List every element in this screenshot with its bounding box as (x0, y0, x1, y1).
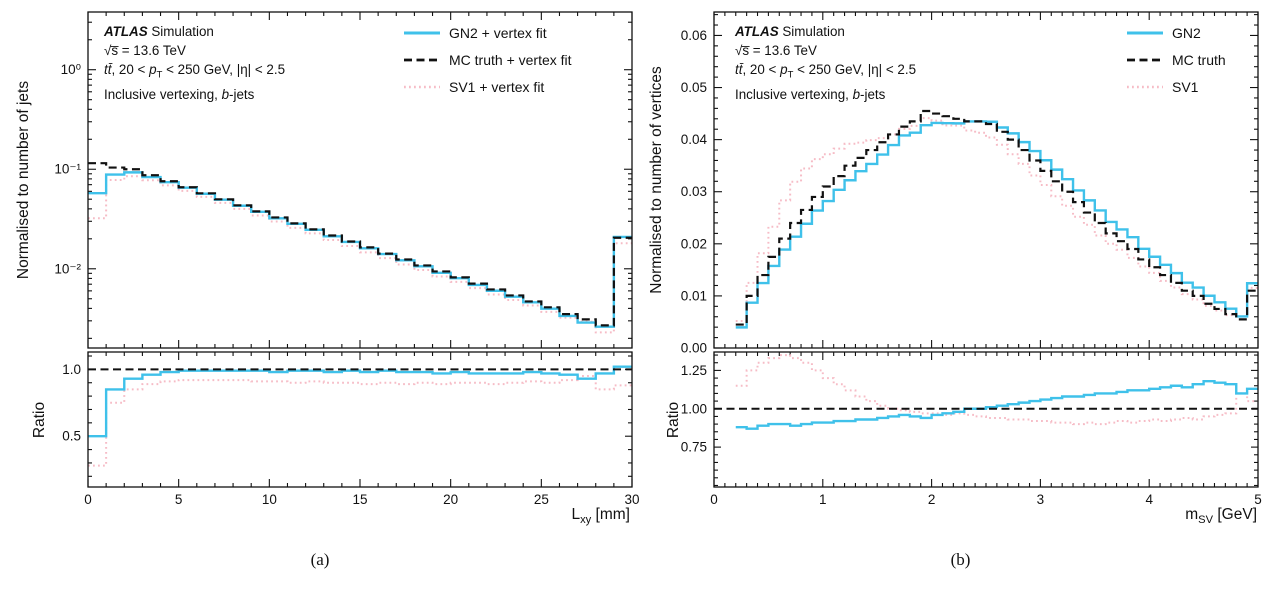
main-panel-frame (87, 11, 633, 349)
ratio-tick-label: 1.0 (62, 362, 81, 377)
x-tick-label: 4 (1145, 492, 1153, 507)
annotation-line-1: ATLAS Simulation (104, 22, 285, 41)
x-tick-label: 25 (534, 492, 549, 507)
legend-item-sv1: SV1 (1127, 79, 1199, 95)
x-label-unit: [mm] (591, 506, 630, 523)
y-tick-label: 10⁰ (61, 62, 82, 77)
legend-item-gn2: GN2 + vertex fit (404, 25, 547, 41)
main-series-group (88, 162, 632, 334)
msv-chart: 0 1 2 3 4 5 0.00 0.01 0.02 0.03 0.04 0.05 0.06 0.75 1.… (681, 11, 1262, 507)
series-mc-line (88, 162, 632, 327)
panel-a: 0 5 10 15 20 25 30 10⁻² 10⁻¹ 10⁰ 0.5 1.0 GN2 + verte… (0, 0, 640, 594)
axis-tick-labels: 0 1 2 3 4 5 0.00 0.01 0.02 0.03 0.04 0.05 0.06 0.75 1.… (681, 28, 1262, 507)
legend-item-mc: MC truth (1127, 52, 1226, 68)
legend-item-sv1: SV1 + vertex fit (404, 79, 544, 95)
legend-label-sv1: SV1 + vertex fit (449, 79, 544, 95)
lxy-chart: 0 5 10 15 20 25 30 10⁻² 10⁻¹ 10⁰ 0.5 1.0 GN2 + verte… (54, 11, 640, 507)
x-label-subscript: SV (1198, 514, 1214, 527)
series-gn2-line (88, 171, 632, 328)
legend: GN2 + vertex fit MC truth + vertex fit SV1… (404, 25, 572, 95)
annotation-line-2: √s̅ = 13.6 TeV (104, 43, 186, 58)
ratio-series-group (88, 365, 632, 467)
legend-label-sv1: SV1 (1172, 79, 1199, 95)
annotation-line-4: Inclusive vertexing, b-jets (104, 86, 255, 102)
annotation-line-3: tt̄, 20 < pT < 250 GeV, |η| < 2.5 (735, 62, 917, 81)
y-tick-label: 0.02 (681, 236, 707, 251)
ratio-tick-label: 0.5 (62, 429, 81, 444)
x-axis-label-a: Lxy [mm] (571, 506, 630, 526)
x-tick-label: 1 (819, 492, 827, 507)
x-label-symbol: L (571, 506, 581, 523)
simulation-text: Simulation (778, 24, 845, 39)
ratio-tick-label: 0.75 (681, 440, 707, 455)
y-tick-label: 0.03 (681, 184, 707, 199)
ratio-axis-label-a: Ratio (31, 401, 48, 439)
legend-label-mc: MC truth (1172, 52, 1226, 68)
x-axis-label-b: mSV [GeV] (1185, 506, 1257, 526)
panel-b: 0 1 2 3 4 5 0.00 0.01 0.02 0.03 0.04 0.05 0.06 0.75 1.… (640, 0, 1281, 594)
x-label-subscript: xy (580, 514, 592, 527)
y-axis-label-b: Normalised to number of vertices (648, 66, 665, 294)
atlas-logo-text: ATLAS (735, 24, 779, 39)
x-label-unit: [GeV] (1213, 506, 1257, 523)
annotation-line-2: √s̅ = 13.6 TeV (735, 43, 817, 58)
x-tick-label: 30 (624, 492, 639, 507)
atlas-annotation-a: ATLAS Simulation √s̅ = 13.6 TeV tt̄, 20 … (104, 22, 285, 104)
ratio-tick-label: 1.00 (681, 401, 707, 416)
ratio-axis-label-b: Ratio (665, 401, 682, 439)
axis-tick-labels: 0 5 10 15 20 25 30 10⁻² 10⁻¹ 10⁰ 0.5 1.0 (54, 62, 639, 507)
x-tick-label: 20 (443, 492, 458, 507)
ratio-series-group (714, 354, 1258, 430)
legend-item-mc: MC truth + vertex fit (404, 52, 572, 68)
simulation-text: Simulation (147, 24, 214, 39)
caption-a: (a) (310, 550, 330, 569)
series-gn2-line (735, 379, 1258, 430)
x-tick-label: 10 (262, 492, 277, 507)
annotation-line-3: tt̄, 20 < pT < 250 GeV, |η| < 2.5 (104, 62, 286, 81)
x-tick-label: 5 (1254, 492, 1262, 507)
series-sv1-line (735, 354, 1258, 426)
series-gn2-line (88, 365, 632, 438)
x-tick-label: 5 (175, 492, 183, 507)
legend-label-gn2: GN2 + vertex fit (449, 25, 547, 41)
caption-b: (b) (950, 550, 971, 569)
x-tick-label: 15 (352, 492, 367, 507)
series-sv1-line (88, 375, 632, 467)
main-series-group (735, 109, 1258, 329)
x-tick-label: 0 (84, 492, 92, 507)
ttbar-text: tt̄ (735, 62, 743, 77)
y-tick-label: 10⁻² (54, 261, 81, 276)
x-tick-label: 0 (710, 492, 718, 507)
x-tick-label: 2 (928, 492, 936, 507)
y-axis-label-a: Normalised to number of jets (15, 80, 32, 280)
x-tick-label: 3 (1037, 492, 1045, 507)
y-tick-label: 0.06 (681, 28, 707, 43)
series-sv1-line (735, 117, 1258, 323)
x-label-symbol: m (1185, 506, 1199, 523)
annotation-line-1: ATLAS Simulation (735, 22, 916, 41)
atlas-logo-text: ATLAS (104, 24, 148, 39)
y-tick-label: 0.01 (681, 288, 707, 303)
y-tick-label: 0.05 (681, 80, 707, 95)
ratio-panel-frame (87, 351, 633, 488)
legend-label-mc: MC truth + vertex fit (449, 52, 572, 68)
ratio-tick-label: 1.25 (681, 363, 707, 378)
atlas-annotation-b: ATLAS Simulation √s̅ = 13.6 TeV tt̄, 20 … (735, 22, 916, 104)
legend: GN2 MC truth SV1 (1127, 25, 1226, 95)
y-tick-label: 0.04 (681, 132, 708, 147)
legend-label-gn2: GN2 (1172, 25, 1201, 41)
series-gn2-line (735, 120, 1258, 329)
main-panel-frame (713, 11, 1259, 349)
legend-item-gn2: GN2 (1127, 25, 1201, 41)
ttbar-text: tt̄ (104, 62, 112, 77)
ratio-panel-frame (713, 351, 1259, 488)
series-mc-line (735, 109, 1258, 326)
y-tick-label: 0.00 (681, 341, 707, 356)
y-tick-label: 10⁻¹ (54, 162, 81, 177)
annotation-line-4: Inclusive vertexing, b-jets (735, 86, 886, 102)
